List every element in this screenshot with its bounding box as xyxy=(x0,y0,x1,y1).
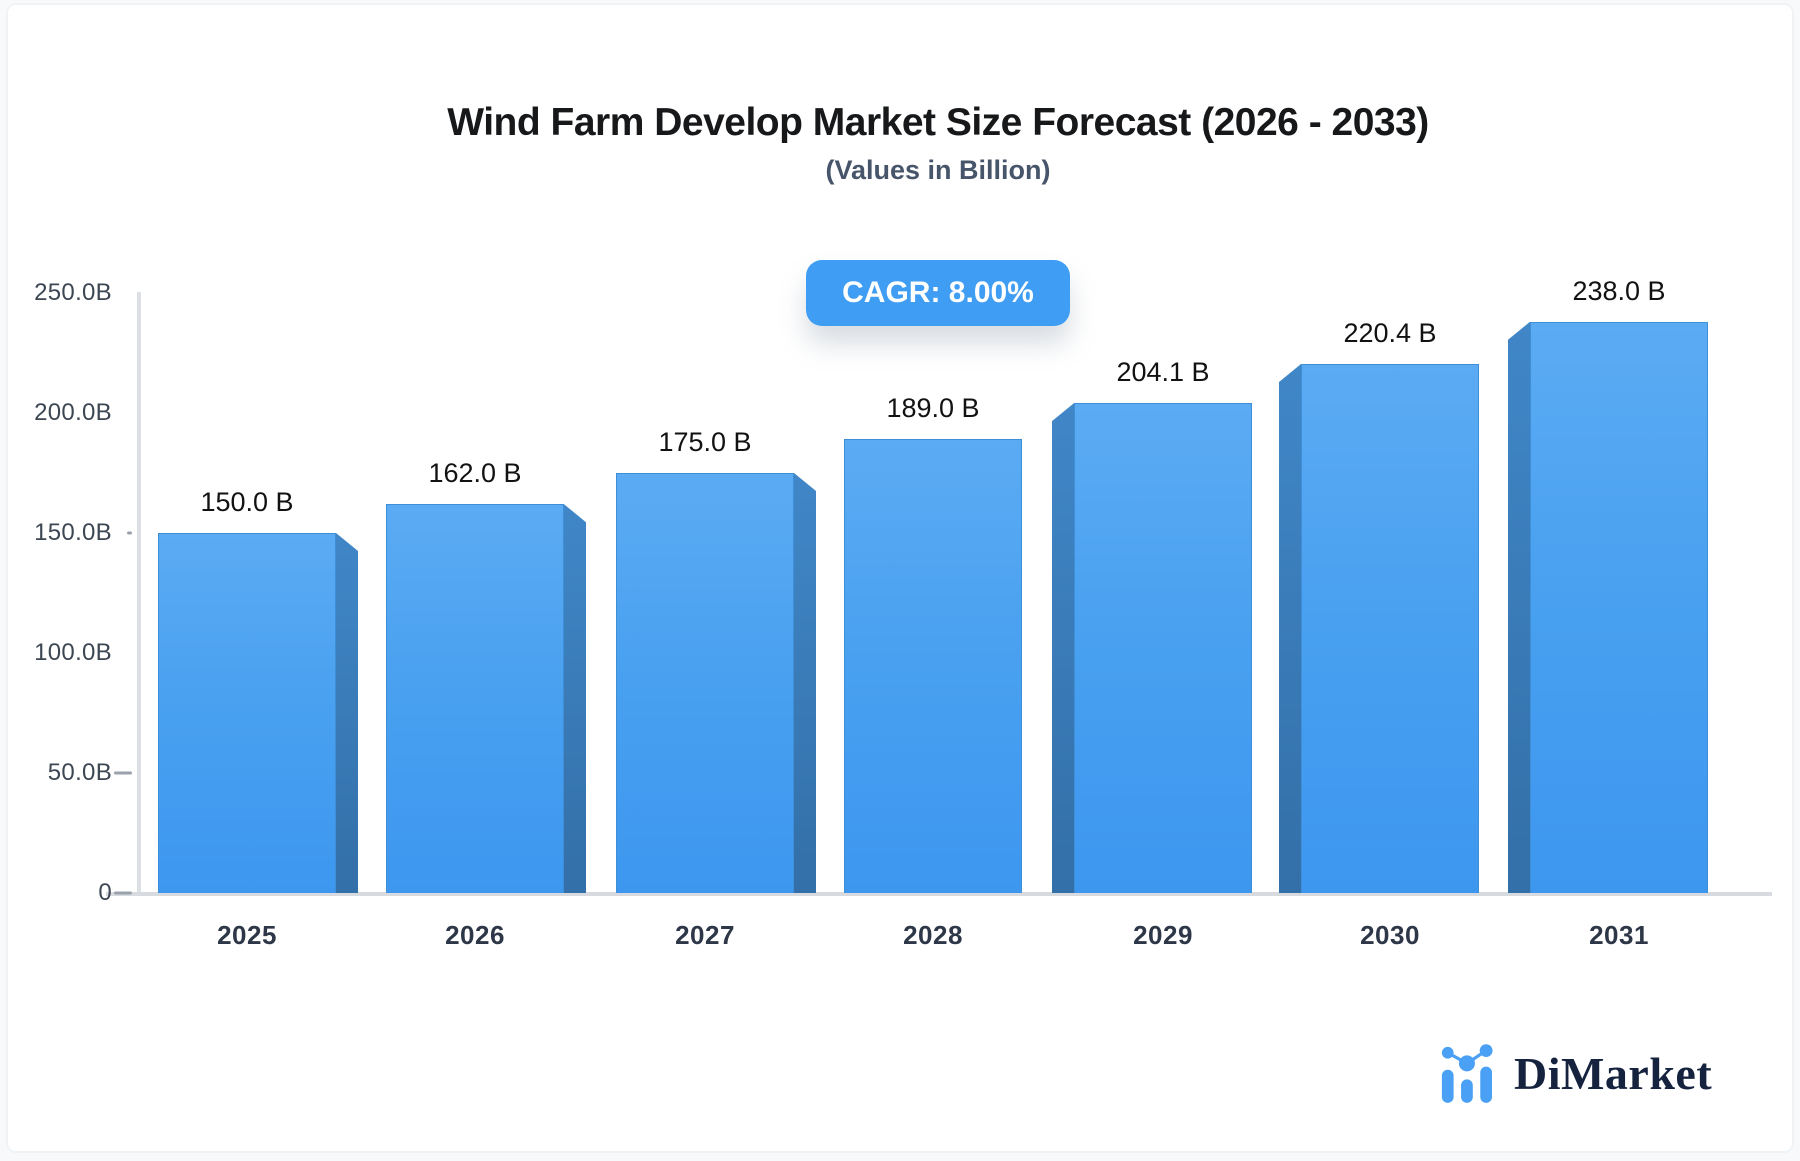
y-axis-label: 50.0B xyxy=(8,759,112,787)
bar-2031[interactable] xyxy=(1530,322,1708,893)
y-axis-label: 200.0B xyxy=(8,399,112,427)
bar-2029[interactable] xyxy=(1074,403,1252,893)
bar-2025[interactable] xyxy=(158,533,336,893)
x-axis-label-2028: 2028 xyxy=(903,920,963,951)
mini-bar-chart-icon xyxy=(1436,1041,1500,1105)
y-axis-label: 150.0B xyxy=(8,519,112,547)
x-axis-label-2025: 2025 xyxy=(217,920,277,951)
dimarket-logo[interactable]: DiMarket xyxy=(1436,1041,1712,1105)
x-axis-label-2026: 2026 xyxy=(445,920,505,951)
bar-value-label-2029: 204.1 B xyxy=(1116,357,1209,388)
x-axis-label-2031: 2031 xyxy=(1589,920,1649,951)
bar-side-face-2030 xyxy=(1279,364,1301,893)
y-axis-tick xyxy=(127,532,132,535)
y-axis-tick xyxy=(114,892,132,895)
x-axis-label-2027: 2027 xyxy=(675,920,735,951)
bar-value-label-2026: 162.0 B xyxy=(428,458,521,489)
bar-value-label-2025: 150.0 B xyxy=(200,487,293,518)
bar-2030[interactable] xyxy=(1301,364,1479,893)
y-axis-tick xyxy=(114,772,132,775)
bar-value-label-2028: 189.0 B xyxy=(886,393,979,424)
bar-side-face-2031 xyxy=(1508,322,1530,893)
bar-side-face-2026 xyxy=(564,504,586,893)
bar-side-face-2027 xyxy=(794,473,816,893)
bar-value-label-2027: 175.0 B xyxy=(658,427,751,458)
bar-value-label-2031: 238.0 B xyxy=(1572,276,1665,307)
bar-value-label-2030: 220.4 B xyxy=(1343,318,1436,349)
x-axis-label-2029: 2029 xyxy=(1133,920,1193,951)
x-axis-label-2030: 2030 xyxy=(1360,920,1420,951)
bar-2026[interactable] xyxy=(386,504,564,893)
y-axis-label: 100.0B xyxy=(8,639,112,667)
chart-card: Wind Farm Develop Market Size Forecast (… xyxy=(6,3,1794,1153)
y-axis-label: 250.0B xyxy=(8,279,112,307)
brand-name: DiMarket xyxy=(1514,1047,1712,1100)
bar-side-face-2025 xyxy=(336,533,358,893)
y-axis-label: 0 xyxy=(8,879,112,907)
bar-2028[interactable] xyxy=(844,439,1022,893)
plot-area: 250.0B 200.0B 150.0B 100.0B 50.0B 0 150.0 B 202… xyxy=(8,5,1800,1161)
bar-2027[interactable] xyxy=(616,473,794,893)
bar-side-face-2029 xyxy=(1052,403,1074,893)
y-axis-line xyxy=(137,292,141,896)
